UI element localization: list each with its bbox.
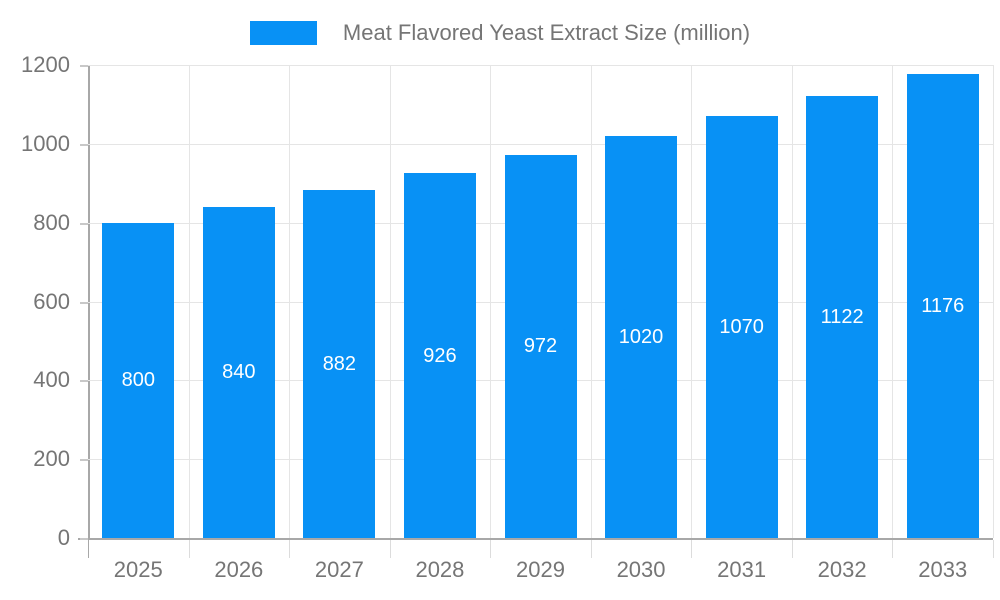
x-tick-mark-7 — [791, 540, 793, 558]
gridline-x-5 — [590, 65, 592, 538]
y-tick-label-400: 400 — [33, 367, 70, 393]
x-tick-mark-5 — [590, 540, 592, 558]
y-tick-label-600: 600 — [33, 288, 70, 314]
y-tick-mark-1000 — [80, 143, 88, 146]
x-tick-label-2033: 2033 — [918, 557, 968, 582]
gridline-x-7 — [791, 65, 793, 538]
gridline-x-3 — [389, 65, 391, 538]
y-tick-label-1000: 1000 — [21, 130, 70, 156]
gridline-x-6 — [691, 65, 693, 538]
y-tick-mark-800 — [80, 222, 88, 225]
bar-2028[interactable]: 926 — [403, 173, 476, 538]
x-tick-label-2030: 2030 — [616, 557, 666, 582]
y-tick-mark-200 — [80, 459, 88, 462]
x-tick-mark-9 — [993, 540, 994, 558]
y-tick-mark-1200 — [80, 65, 88, 67]
gridline-x-2 — [289, 65, 291, 538]
y-tick-label-800: 800 — [33, 209, 70, 235]
x-tick-mark-1 — [188, 540, 190, 558]
legend-label[interactable]: Meat Flavored Yeast Extract Size (millio… — [342, 20, 751, 45]
y-tick-label-200: 200 — [33, 446, 70, 472]
bar-value-label-2026: 840 — [222, 361, 256, 384]
bar-value-label-2027: 882 — [322, 353, 357, 376]
bar-2025[interactable]: 800 — [102, 222, 175, 538]
x-tick-label-2029: 2029 — [516, 557, 565, 582]
x-tick-mark-6 — [691, 540, 693, 558]
bar-value-label-2031: 1070 — [719, 316, 764, 339]
x-tick-label-2028: 2028 — [415, 557, 465, 582]
bar-value-label-2033: 1176 — [921, 295, 965, 318]
x-tick-mark-3 — [389, 540, 391, 558]
y-tick-mark-400 — [80, 380, 88, 383]
gridline-y-1000 — [88, 143, 993, 145]
gridline-x-4 — [490, 65, 492, 538]
bar-value-label-2030: 1020 — [618, 325, 664, 348]
bar-value-label-2032: 1122 — [820, 305, 864, 328]
x-tick-label-2025: 2025 — [113, 557, 163, 582]
y-tick-label-0: 0 — [57, 525, 70, 550]
gridline-y-1200 — [88, 65, 993, 66]
gridline-x-1 — [188, 65, 190, 538]
x-tick-mark-8 — [892, 540, 894, 558]
bar-2029[interactable]: 972 — [504, 154, 577, 538]
bar-2027[interactable]: 882 — [303, 190, 376, 538]
x-tick-label-2031: 2031 — [717, 557, 767, 582]
legend-swatch[interactable] — [249, 21, 317, 45]
bar-2031[interactable]: 1070 — [705, 116, 778, 538]
x-tick-label-2027: 2027 — [314, 557, 364, 582]
plot-area: 800 840 882 926 972 1020 1070 1122 1176 — [78, 65, 994, 540]
bar-2030[interactable]: 1020 — [605, 135, 678, 538]
bar-2033[interactable]: 1176 — [906, 74, 979, 538]
gridline-x-8 — [892, 65, 894, 538]
x-tick-label-2026: 2026 — [214, 557, 264, 582]
x-tick-mark-0 — [88, 540, 89, 558]
bar-2026[interactable]: 840 — [202, 206, 275, 538]
gridline-x-9 — [993, 65, 994, 538]
bar-value-label-2029: 972 — [523, 335, 558, 358]
y-tick-mark-0 — [80, 538, 88, 540]
x-tick-label-2032: 2032 — [817, 557, 867, 582]
y-tick-label-1200: 1200 — [21, 52, 70, 77]
x-tick-mark-2 — [289, 540, 291, 558]
x-axis-line — [78, 538, 993, 540]
bar-value-label-2025: 800 — [121, 369, 155, 392]
x-tick-mark-4 — [490, 540, 492, 558]
bar-value-label-2028: 926 — [423, 344, 457, 367]
y-tick-mark-600 — [80, 301, 88, 304]
bar-2032[interactable]: 1122 — [806, 95, 879, 538]
chart-legend[interactable]: Meat Flavored Yeast Extract Size (millio… — [0, 20, 1000, 46]
